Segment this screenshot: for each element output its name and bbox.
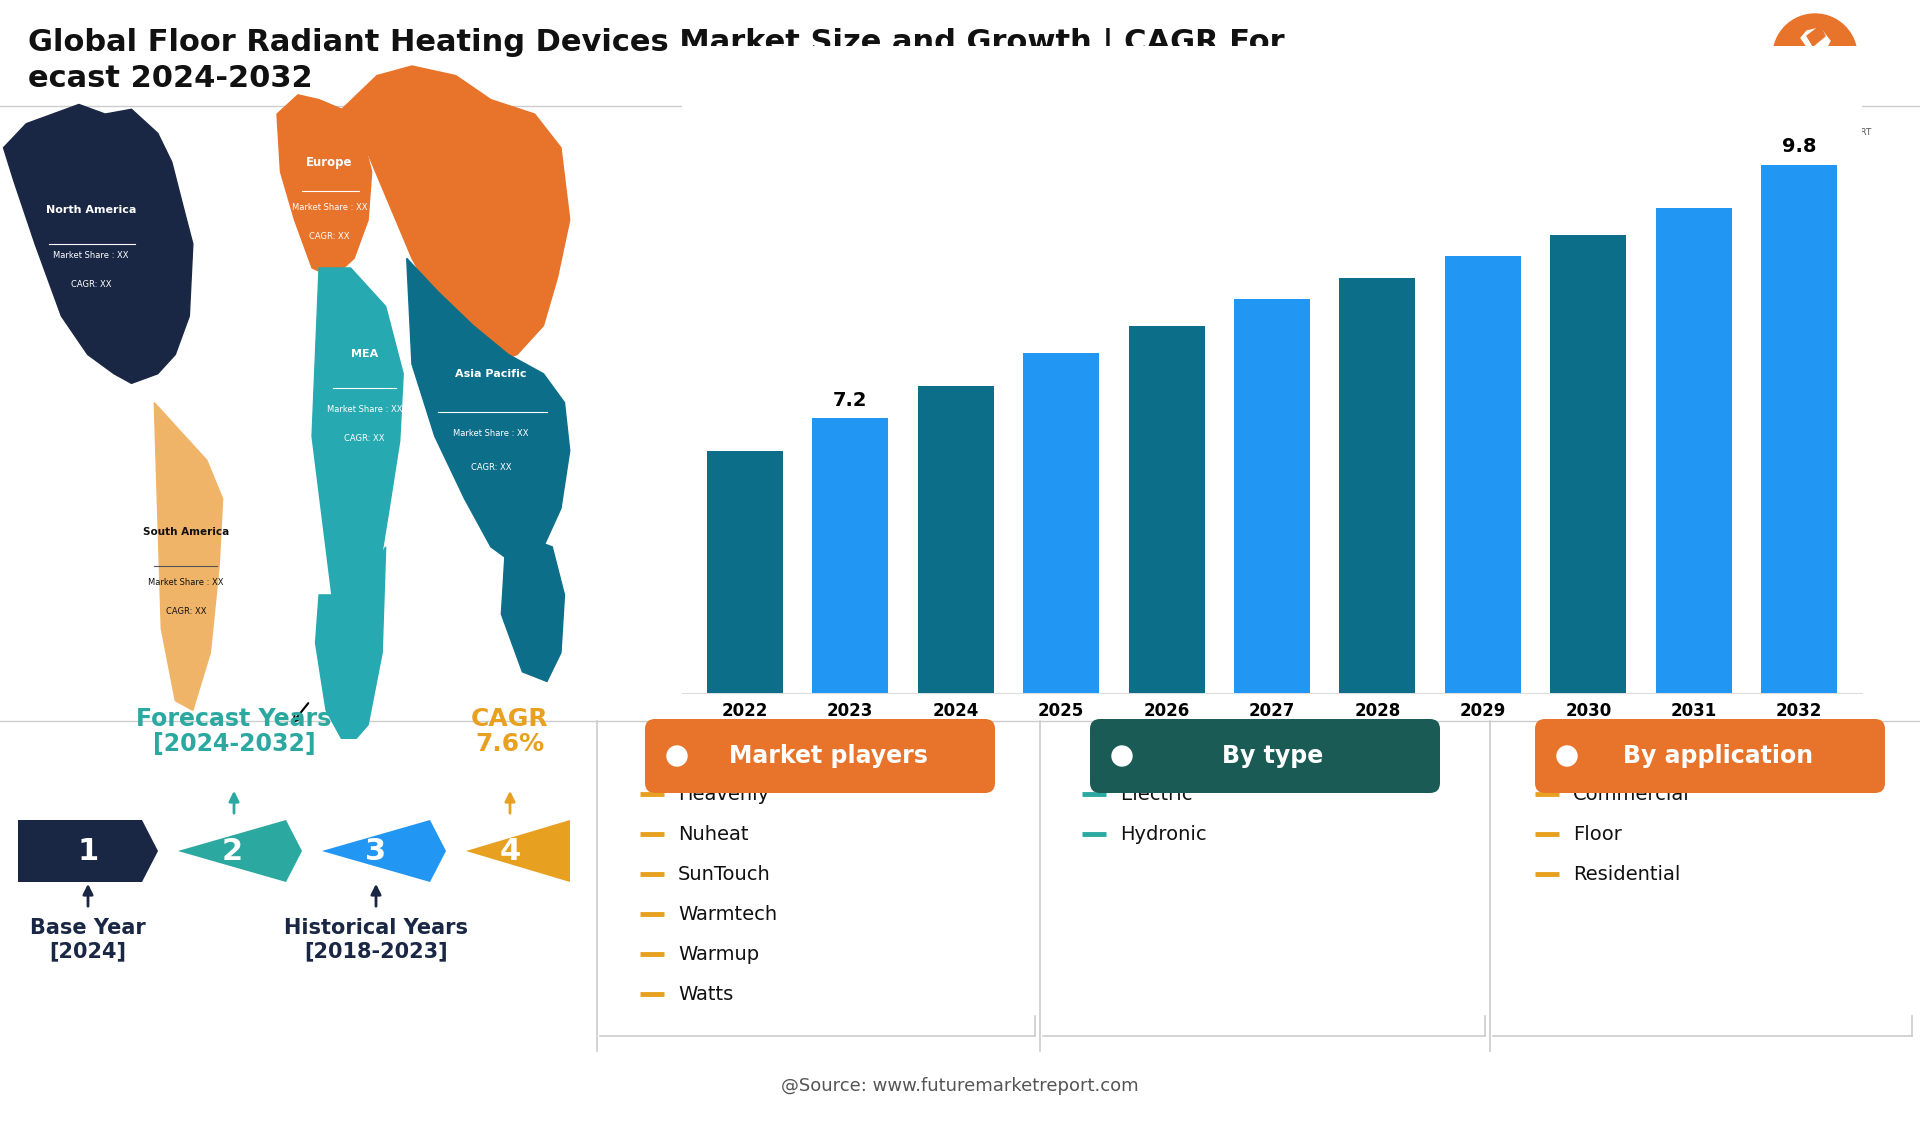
FancyBboxPatch shape [1091, 719, 1440, 793]
Text: CAGR: XX: CAGR: XX [165, 607, 205, 617]
Bar [1446, 257, 1521, 693]
Polygon shape [4, 104, 192, 384]
Text: Europe: Europe [307, 156, 353, 168]
Circle shape [666, 746, 687, 766]
Text: 7.6%: 7.6% [476, 732, 545, 756]
Text: Base Year: Base Year [31, 918, 146, 937]
Polygon shape [342, 66, 570, 364]
Bar [812, 418, 889, 693]
Text: Hydronic: Hydronic [1119, 824, 1206, 843]
Bar [1549, 235, 1626, 693]
Polygon shape [313, 268, 403, 643]
Text: 4: 4 [499, 837, 520, 865]
Polygon shape [305, 821, 445, 882]
Text: Warmup: Warmup [678, 944, 758, 964]
Text: Market players: Market players [728, 744, 927, 768]
Polygon shape [501, 537, 564, 682]
Polygon shape [407, 258, 570, 566]
FancyBboxPatch shape [645, 719, 995, 793]
Bar [918, 386, 995, 693]
Polygon shape [1801, 28, 1830, 54]
Text: Warmtech: Warmtech [678, 904, 778, 924]
Bar [1655, 207, 1732, 693]
Text: [2024-2032]: [2024-2032] [154, 732, 315, 756]
Text: Global Floor Radiant Heating Devices Market Size and Growth | CAGR For: Global Floor Radiant Heating Devices Mar… [29, 28, 1284, 58]
Text: By type: By type [1223, 744, 1323, 768]
Polygon shape [17, 821, 157, 882]
Text: Commercial: Commercial [1572, 785, 1690, 803]
Text: 2: 2 [221, 837, 242, 865]
Polygon shape [161, 821, 301, 882]
Text: MEA: MEA [351, 350, 378, 360]
Text: South America: South America [142, 527, 228, 537]
Text: Market Share : XX: Market Share : XX [326, 406, 403, 414]
Text: Nuheat: Nuheat [678, 824, 749, 843]
Text: Market Share : XX: Market Share : XX [453, 430, 528, 438]
Text: FMR: FMR [1789, 111, 1841, 131]
Polygon shape [482, 489, 505, 547]
Polygon shape [1807, 26, 1826, 46]
Text: Market Share : XX: Market Share : XX [292, 203, 367, 212]
Text: Market Share : XX: Market Share : XX [54, 251, 129, 260]
Bar [1129, 327, 1204, 693]
Polygon shape [154, 402, 223, 711]
Text: [2024]: [2024] [50, 941, 127, 961]
Text: 3: 3 [365, 837, 386, 865]
Text: Bln (billion): Bln (billion) [685, 197, 841, 221]
Text: CAGR: CAGR [470, 707, 549, 731]
Text: Floor: Floor [1572, 824, 1622, 843]
Text: FUTURE MARKET REPORT: FUTURE MARKET REPORT [1759, 128, 1872, 138]
Text: @Source: www.futuremarketreport.com: @Source: www.futuremarketreport.com [781, 1077, 1139, 1094]
Text: 7.2: 7.2 [833, 391, 868, 410]
Text: Watts: Watts [678, 984, 733, 1004]
Text: By application: By application [1622, 744, 1812, 768]
Polygon shape [315, 547, 386, 748]
Polygon shape [449, 821, 570, 882]
Text: Floor Radiant Heating Devices: Floor Radiant Heating Devices [685, 121, 1089, 146]
Text: [2018-2023]: [2018-2023] [303, 941, 447, 961]
Circle shape [1112, 746, 1133, 766]
Bar [1023, 353, 1098, 693]
Text: CAGR: XX: CAGR: XX [309, 233, 349, 241]
Text: Heavenly: Heavenly [678, 785, 770, 803]
Text: ecast 2024-2032: ecast 2024-2032 [29, 64, 313, 93]
Text: North America: North America [46, 205, 136, 215]
Circle shape [1772, 14, 1857, 99]
Text: Electric: Electric [1119, 785, 1192, 803]
Bar [1235, 299, 1309, 693]
Text: SunTouch: SunTouch [678, 864, 770, 884]
Text: Residential: Residential [1572, 864, 1680, 884]
FancyBboxPatch shape [1534, 719, 1885, 793]
Circle shape [1557, 746, 1576, 766]
Text: Historical Years: Historical Years [284, 918, 468, 937]
Bar [1761, 165, 1837, 693]
Bar [707, 450, 783, 693]
Text: CAGR: XX: CAGR: XX [470, 463, 511, 472]
Text: 1: 1 [77, 837, 98, 865]
Text: Forecast Years: Forecast Years [136, 707, 332, 731]
Polygon shape [276, 95, 372, 277]
Text: 9.8: 9.8 [1782, 138, 1816, 157]
Text: Market Size Growth In: Market Size Growth In [685, 159, 981, 183]
Text: CAGR: XX: CAGR: XX [344, 434, 384, 444]
Bar [1340, 277, 1415, 693]
Text: Market Share : XX: Market Share : XX [148, 579, 223, 587]
Text: Asia Pacific: Asia Pacific [455, 369, 526, 378]
Text: CAGR: XX: CAGR: XX [71, 280, 111, 289]
